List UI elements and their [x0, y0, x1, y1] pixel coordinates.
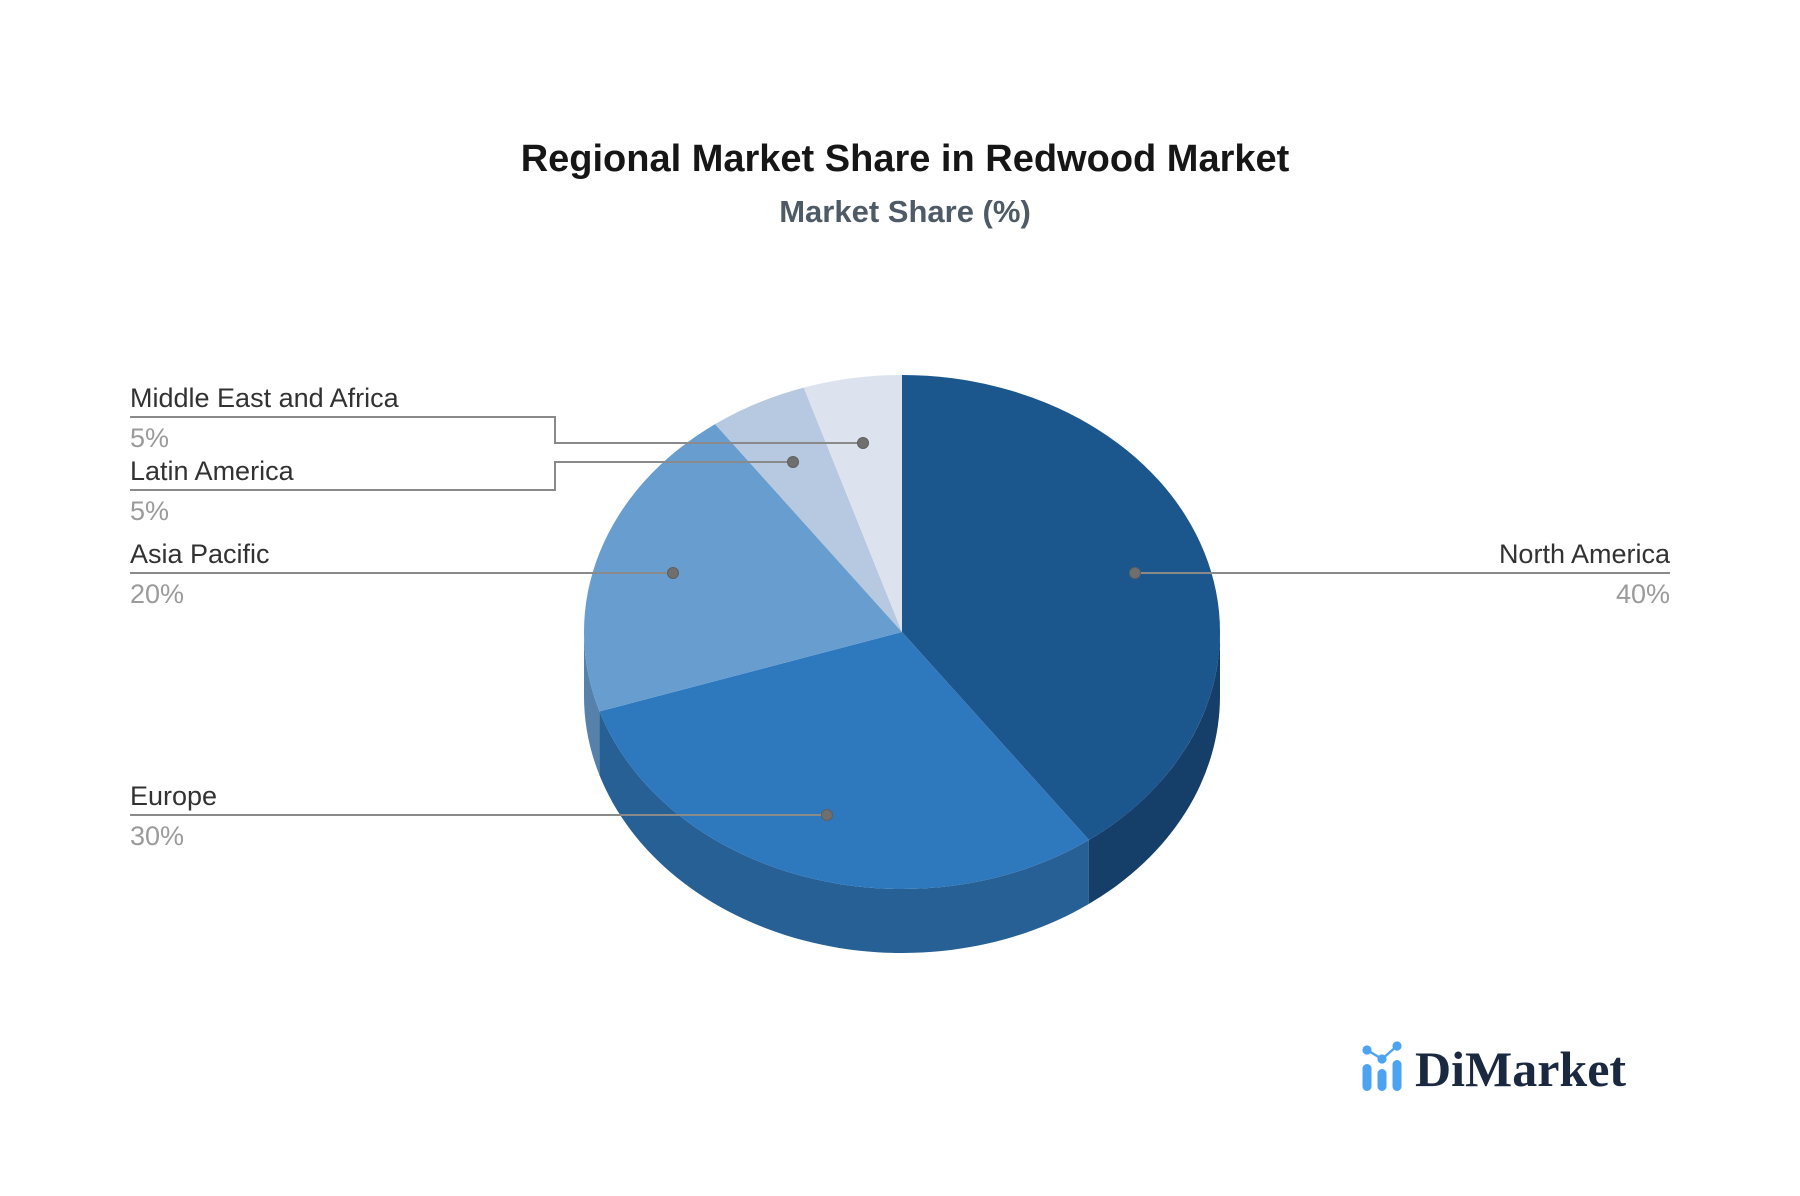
dimarket-logo-icon: [1362, 1041, 1402, 1091]
page-title: Regional Market Share in Redwood Market: [520, 138, 1290, 180]
callout-line-latin-america: [130, 461, 793, 491]
callout-dot-latin-america: [787, 456, 799, 468]
callout-value-europe: 30%: [130, 821, 185, 851]
callout-line-middle-east-and-africa: [130, 416, 863, 444]
pie-slice-middle-east-and-africa: [803, 375, 902, 632]
callout-dot-north-america: [1129, 567, 1141, 579]
pie-slice-latin-america: [715, 387, 902, 632]
callout-label-middle-east-and-africa: Middle East and Africa: [130, 383, 399, 413]
pie-slice-side-europe: [599, 711, 1089, 954]
pie-slice-side-north-america: [1088, 632, 1220, 904]
callout-value-middle-east-and-africa: 5%: [130, 423, 170, 453]
callout-dot-middle-east-and-africa: [857, 437, 869, 449]
callout-label-latin-america: Latin America: [130, 456, 294, 486]
pie-slice-europe: [599, 632, 1089, 890]
callout-label-asia-pacific: Asia Pacific: [130, 539, 270, 569]
pie-slice-north-america: [902, 375, 1221, 840]
callout-value-asia-pacific: 20%: [130, 579, 185, 609]
callout-label-north-america: North America: [1498, 539, 1670, 569]
callout-label-europe: Europe: [130, 781, 218, 811]
dimarket-logo: DiMarket: [1362, 1033, 1627, 1097]
chart-subtitle: Market Share (%): [779, 194, 1031, 229]
callout-value-north-america: 40%: [1615, 579, 1670, 609]
callout-dot-asia-pacific: [667, 567, 679, 579]
dimarket-logo-text: DiMarket: [1415, 1041, 1627, 1097]
pie-slice-side-asia-pacific: [584, 632, 600, 776]
callout-value-latin-america: 5%: [130, 496, 170, 526]
callout-dot-europe: [821, 809, 833, 821]
pie-slice-asia-pacific: [583, 424, 902, 712]
